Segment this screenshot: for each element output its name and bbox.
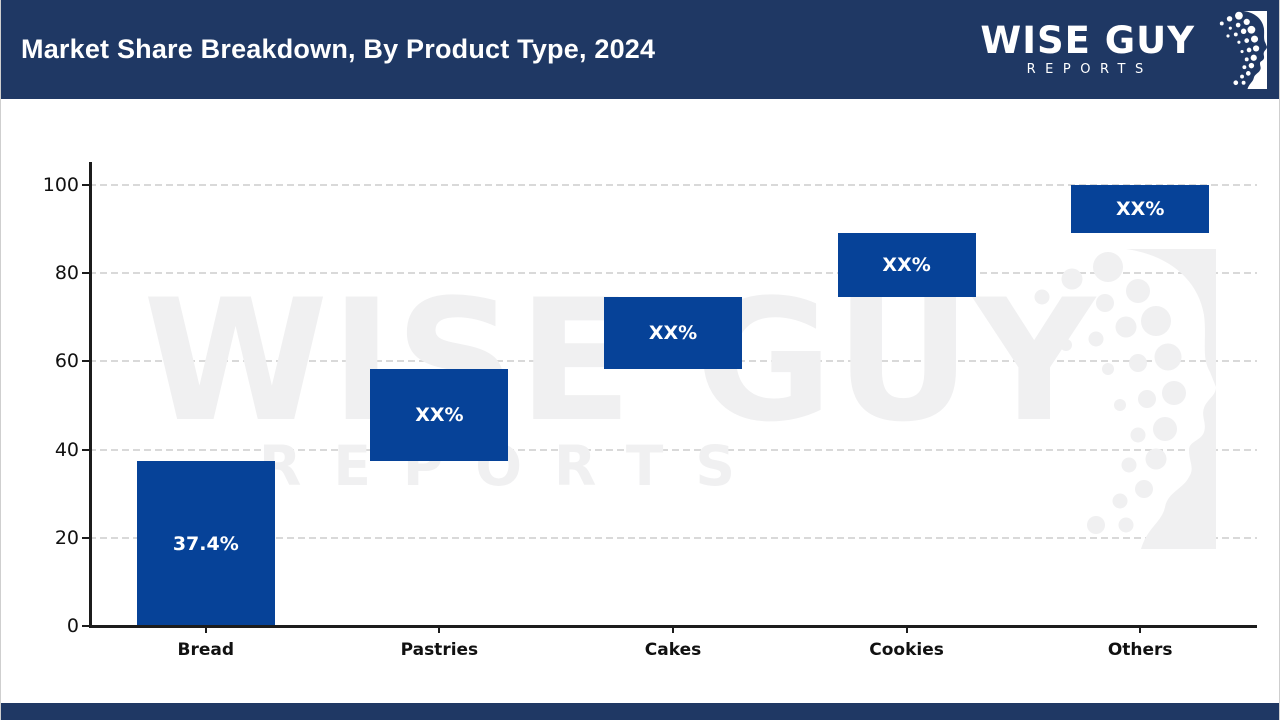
waterfall-bar: XX% — [370, 368, 509, 462]
waterfall-bar: XX% — [837, 233, 976, 297]
y-axis-tick-label: 20 — [54, 526, 79, 549]
bar-value-label: XX% — [882, 254, 931, 277]
y-axis-tick — [82, 536, 89, 539]
footer-bar — [1, 703, 1279, 720]
y-axis-tick — [82, 272, 89, 275]
y-axis-tick — [82, 448, 89, 451]
waterfall-bar: XX% — [1071, 185, 1210, 234]
wiseguy-logo: WISE GUY REPORTS — [980, 8, 1267, 92]
x-axis-category-label: Others — [1107, 640, 1173, 660]
gridline — [89, 448, 1257, 451]
bar-value-label: XX% — [648, 321, 698, 344]
chart-area: WISE GUY REPORTS 37.4% XX% XX% XX% XX% 0 20 40… — [1, 99, 1279, 703]
x-axis-line — [89, 625, 1257, 628]
bar-value-label: XX% — [1116, 198, 1165, 221]
x-axis-category-label: Cakes — [644, 640, 702, 660]
x-axis-category-label: Cookies — [869, 640, 944, 660]
waterfall-bar: 37.4% — [136, 461, 275, 626]
y-axis-line — [89, 162, 92, 626]
chart-title: Market Share Breakdown, By Product Type,… — [21, 34, 656, 64]
waterfall-bar: XX% — [604, 297, 742, 369]
x-axis-tick — [1139, 626, 1142, 633]
x-axis-category-label: Bread — [177, 640, 235, 660]
x-axis-tick — [905, 626, 908, 633]
bar-value-label: XX% — [415, 403, 464, 426]
logo-wordmark: WISE GUY REPORTS — [980, 22, 1195, 77]
y-axis-tick — [82, 184, 89, 186]
watermark-subtitle: REPORTS — [259, 434, 767, 498]
x-axis-tick — [438, 626, 441, 633]
y-axis-tick-label: 0 — [66, 615, 79, 637]
y-axis-tick — [82, 360, 89, 363]
bar-value-label: 37.4% — [172, 532, 239, 555]
y-axis-tick — [82, 625, 89, 627]
gridline — [89, 272, 1257, 275]
gridline — [89, 184, 1257, 186]
logo-face-icon — [1219, 10, 1267, 89]
y-axis-tick-label: 40 — [54, 438, 79, 461]
y-axis-tick-label: 60 — [54, 350, 79, 373]
x-axis-category-label: Pastries — [400, 640, 479, 660]
x-axis-tick — [204, 626, 207, 633]
y-axis-tick-label: 100 — [42, 174, 79, 196]
logo-title-text: WISE GUY — [980, 19, 1195, 62]
gridline — [89, 536, 1257, 539]
y-axis-tick-label: 80 — [54, 262, 79, 285]
logo-subtitle-text: REPORTS — [1026, 62, 1153, 77]
header-bar: Market Share Breakdown, By Product Type,… — [1, 0, 1279, 99]
x-axis-tick — [672, 626, 674, 633]
